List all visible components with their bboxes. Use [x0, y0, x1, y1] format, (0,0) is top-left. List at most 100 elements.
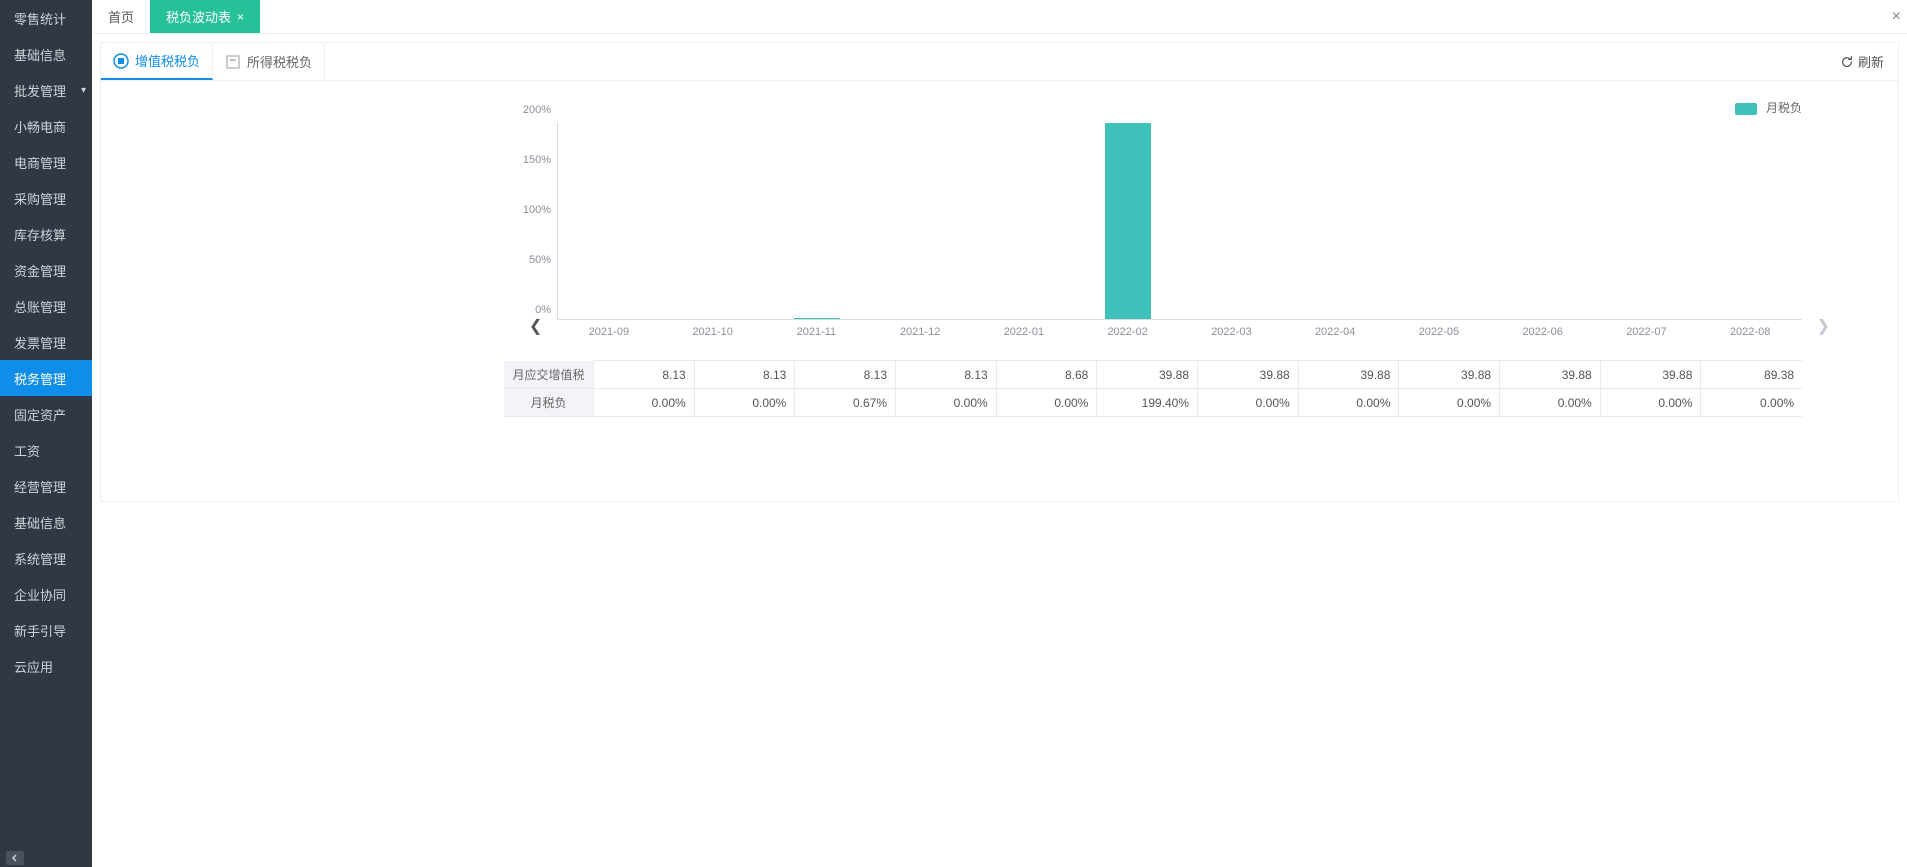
bar[interactable]	[1105, 123, 1151, 319]
bar-cell	[973, 122, 1077, 319]
table-column: 8.130.67%	[795, 361, 896, 417]
sidebar-collapse-icon[interactable]	[6, 851, 24, 865]
table-cell: 0.00%	[1601, 389, 1702, 417]
y-tick-label: 0%	[535, 304, 551, 316]
plot-area	[557, 122, 1802, 320]
table-column: 8.130.00%	[594, 361, 695, 417]
x-tick-label: 2022-06	[1491, 322, 1595, 342]
table-cell: 0.00%	[1198, 389, 1299, 417]
bar-cell	[662, 122, 766, 319]
vat-icon	[113, 53, 129, 69]
sidebar-item-11[interactable]: 固定资产	[0, 396, 92, 432]
table-column: 8.130.00%	[695, 361, 796, 417]
sidebar-item-8[interactable]: 总账管理	[0, 288, 92, 324]
table-header-column: 月应交增值税月税负	[504, 361, 594, 417]
x-tick-label: 2022-04	[1283, 322, 1387, 342]
table-cell: 0.00%	[695, 389, 796, 417]
bars-container	[558, 122, 1802, 319]
table-cell: 0.00%	[1500, 389, 1601, 417]
table-cell: 0.00%	[896, 389, 997, 417]
sidebar-item-9[interactable]: 发票管理	[0, 324, 92, 360]
table-cell: 0.00%	[1399, 389, 1500, 417]
main-area: 首页 税负波动表 × × 增值税税负 所得税税负	[92, 0, 1907, 867]
page-tab-1[interactable]: 税负波动表 ×	[150, 0, 260, 33]
sidebar-item-16[interactable]: 企业协同	[0, 576, 92, 612]
sidebar-item-10[interactable]: 税务管理	[0, 360, 92, 396]
table-cell: 0.00%	[1701, 389, 1802, 417]
y-axis: 0%50%100%150%200%	[511, 122, 557, 322]
table-cell: 39.88	[1399, 361, 1500, 389]
bar-cell	[1284, 122, 1388, 319]
x-axis: 2021-092021-102021-112021-122022-012022-…	[557, 322, 1802, 342]
table-column: 8.130.00%	[896, 361, 997, 417]
table-cell: 0.67%	[795, 389, 896, 417]
bar-cell	[1698, 122, 1802, 319]
chart-next-icon[interactable]: ❯	[1817, 316, 1830, 336]
table-column: 39.880.00%	[1399, 361, 1500, 417]
sidebar-item-4[interactable]: 电商管理	[0, 144, 92, 180]
x-tick-label: 2022-05	[1387, 322, 1491, 342]
table-cell: 89.38	[1701, 361, 1802, 389]
page-tab-0[interactable]: 首页	[92, 0, 150, 33]
bar-cell	[765, 122, 869, 319]
table-row-header: 月应交增值税	[504, 361, 594, 389]
table-cell: 39.88	[1601, 361, 1702, 389]
caret-icon: ▾	[81, 85, 86, 96]
tab-label: 首页	[108, 7, 134, 26]
sidebar-item-14[interactable]: 基础信息	[0, 504, 92, 540]
table-cell: 39.88	[1097, 361, 1198, 389]
bar-cell	[1595, 122, 1699, 319]
income-icon	[225, 54, 241, 70]
table-cell: 0.00%	[997, 389, 1098, 417]
table-column: 39.88199.40%	[1097, 361, 1198, 417]
chart-prev-icon[interactable]: ❮	[529, 316, 542, 336]
table-column: 39.880.00%	[1198, 361, 1299, 417]
table-cell: 8.13	[695, 361, 796, 389]
table-column: 89.380.00%	[1701, 361, 1802, 417]
refresh-button[interactable]: 刷新	[1840, 52, 1884, 71]
close-all-icon[interactable]: ×	[1892, 8, 1901, 26]
sidebar-item-1[interactable]: 基础信息	[0, 36, 92, 72]
table-column: 39.880.00%	[1299, 361, 1400, 417]
tab-income-burden[interactable]: 所得税税负	[213, 43, 325, 80]
y-tick-label: 100%	[523, 204, 551, 216]
table-cell: 39.88	[1299, 361, 1400, 389]
bar-cell	[1180, 122, 1284, 319]
x-tick-label: 2021-12	[868, 322, 972, 342]
sidebar-item-12[interactable]: 工资	[0, 432, 92, 468]
sidebar-item-2[interactable]: 批发管理▾	[0, 72, 92, 108]
tab-close-icon[interactable]: ×	[237, 11, 244, 23]
bar-cell	[869, 122, 973, 319]
sidebar-item-7[interactable]: 资金管理	[0, 252, 92, 288]
tab-bar: 首页 税负波动表 × ×	[92, 0, 1907, 34]
sidebar-item-5[interactable]: 采购管理	[0, 180, 92, 216]
table-body: 8.130.00%8.130.00%8.130.67%8.130.00%8.68…	[594, 361, 1802, 417]
legend-label: 月税负	[1766, 101, 1802, 115]
sidebar-item-13[interactable]: 经营管理	[0, 468, 92, 504]
table-column: 39.880.00%	[1601, 361, 1702, 417]
table-cell: 199.40%	[1097, 389, 1198, 417]
chart-legend: 月税负	[137, 99, 1862, 116]
tab-vat-burden[interactable]: 增值税税负	[101, 43, 213, 80]
table-cell: 0.00%	[1299, 389, 1400, 417]
sidebar-item-3[interactable]: 小畅电商	[0, 108, 92, 144]
table-cell: 8.13	[594, 361, 695, 389]
x-tick-label: 2022-03	[1180, 322, 1284, 342]
sidebar-item-15[interactable]: 系统管理	[0, 540, 92, 576]
sidebar-item-17[interactable]: 新手引导	[0, 612, 92, 648]
sidebar-item-0[interactable]: 零售统计	[0, 0, 92, 36]
sidebar-item-6[interactable]: 库存核算	[0, 216, 92, 252]
bar-cell	[1387, 122, 1491, 319]
y-tick-label: 200%	[523, 104, 551, 116]
x-tick-label: 2021-10	[661, 322, 765, 342]
chart-section: 月税负 0%50%100%150%200% 2021-092021-102021…	[101, 81, 1898, 417]
tab-label: 税负波动表	[166, 7, 231, 26]
x-tick-label: 2022-02	[1076, 322, 1180, 342]
bar-cell	[1076, 122, 1180, 319]
refresh-icon	[1840, 55, 1854, 69]
tab-income-label: 所得税税负	[247, 52, 312, 71]
bar-cell	[558, 122, 662, 319]
sidebar-item-18[interactable]: 云应用	[0, 648, 92, 684]
bar[interactable]	[794, 318, 840, 319]
x-tick-label: 2021-09	[557, 322, 661, 342]
